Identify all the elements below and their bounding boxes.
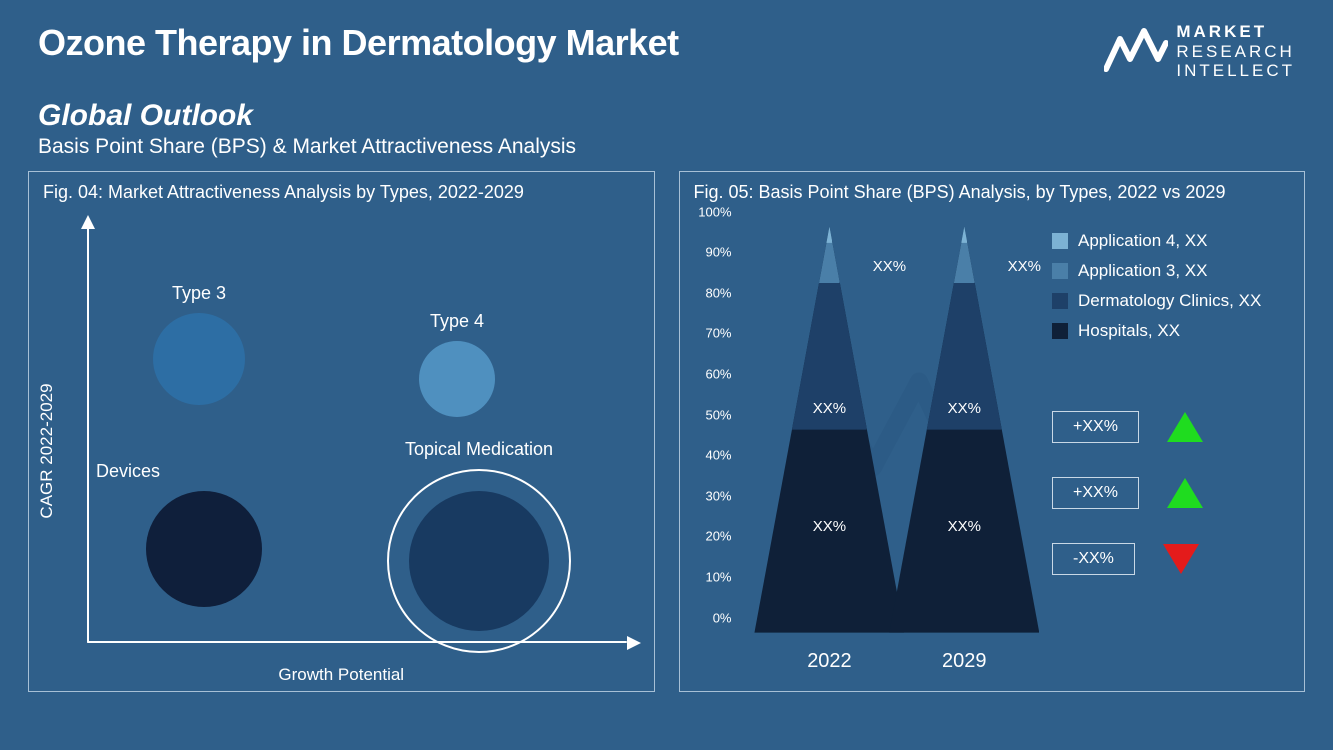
bubble-label: Devices [96,461,160,482]
cone-x-label: 2022 [807,650,852,673]
y-tick: 90% [684,245,732,260]
cone-group: XX%XX%XX%2022 [754,227,904,633]
page-title: Ozone Therapy in Dermatology Market [38,22,679,64]
triangle-up-icon [1167,412,1203,442]
triangle-up-icon [1167,478,1203,508]
panel-title-left: Fig. 04: Market Attractiveness Analysis … [29,172,654,211]
cone-seg-label: XX% [948,518,981,535]
legend-item: Dermatology Clinics, XX [1052,291,1296,311]
cone-chart: 0%10%20%30%40%50%60%70%80%90%100% XX%XX%… [680,211,1305,691]
change-value: -XX% [1052,543,1135,575]
y-tick: 50% [684,407,732,422]
bubble [419,341,495,417]
change-indicators: +XX% +XX% -XX% [1052,411,1296,609]
header: Ozone Therapy in Dermatology Market MARK… [0,0,1333,81]
cone-seg-label: XX% [1008,258,1041,275]
bubble-chart: CAGR 2022-2029 Growth Potential Type 3 Ty… [29,211,654,691]
x-axis-label: Growth Potential [278,665,404,685]
subhead-subtitle: Basis Point Share (BPS) & Market Attract… [38,135,1295,159]
cone-plot: XX%XX%XX%2022XX%XX%XX%2029 [738,227,1045,633]
legend-item: Application 4, XX [1052,231,1296,251]
y-axis-label: CAGR 2022-2029 [37,383,57,518]
change-item: +XX% [1052,411,1296,443]
subhead-title: Global Outlook [38,99,1295,133]
arrow-right-icon [627,636,641,650]
panel-title-right: Fig. 05: Basis Point Share (BPS) Analysi… [680,172,1305,211]
bubble-label: Type 3 [172,283,226,304]
legend-label: Dermatology Clinics, XX [1078,291,1261,311]
cone-group: XX%XX%XX%2029 [889,227,1039,633]
logo-mark-icon [1104,25,1168,77]
legend-swatch-icon [1052,293,1068,309]
subheader: Global Outlook Basis Point Share (BPS) &… [0,81,1333,159]
logo-line1: MARKET [1176,22,1295,42]
cone-segment [961,227,967,243]
bps-panel: Fig. 05: Basis Point Share (BPS) Analysi… [679,171,1306,692]
triangle-down-icon [1163,544,1199,574]
bubble [409,491,549,631]
y-tick: 20% [684,529,732,544]
cone-seg-label: XX% [813,518,846,535]
change-item: -XX% [1052,543,1296,575]
y-axis-ticks: 0%10%20%30%40%50%60%70%80%90%100% [684,227,732,633]
legend-item: Hospitals, XX [1052,321,1296,341]
y-tick: 10% [684,570,732,585]
y-axis-line [87,225,89,643]
legend-swatch-icon [1052,323,1068,339]
legend-label: Application 3, XX [1078,261,1207,281]
bubble-label: Type 4 [430,311,484,332]
logo-line2: RESEARCH [1176,42,1295,62]
bubble [153,313,245,405]
cone-x-label: 2029 [942,650,987,673]
cone-seg-label: XX% [813,400,846,417]
legend-label: Application 4, XX [1078,231,1207,251]
cone-seg-label: XX% [948,400,981,417]
y-tick: 0% [684,610,732,625]
y-tick: 40% [684,448,732,463]
y-tick: 80% [684,285,732,300]
x-axis-line [87,641,627,643]
y-tick: 60% [684,367,732,382]
legend-swatch-icon [1052,263,1068,279]
cone-segment [826,227,832,243]
legend-label: Hospitals, XX [1078,321,1180,341]
logo-line3: INTELLECT [1176,61,1295,81]
legend: Application 4, XX Application 3, XX Dermat… [1052,231,1296,351]
change-item: +XX% [1052,477,1296,509]
y-tick: 70% [684,326,732,341]
panels-row: Fig. 04: Market Attractiveness Analysis … [0,159,1333,692]
logo-text: MARKET RESEARCH INTELLECT [1176,22,1295,81]
change-value: +XX% [1052,477,1139,509]
bubble [146,491,262,607]
y-tick: 30% [684,488,732,503]
change-value: +XX% [1052,411,1139,443]
legend-item: Application 3, XX [1052,261,1296,281]
y-tick: 100% [684,204,732,219]
brand-logo: MARKET RESEARCH INTELLECT [1104,22,1295,81]
arrow-up-icon [81,215,95,229]
attractiveness-panel: Fig. 04: Market Attractiveness Analysis … [28,171,655,692]
legend-swatch-icon [1052,233,1068,249]
bubble-label: Topical Medication [405,439,553,460]
